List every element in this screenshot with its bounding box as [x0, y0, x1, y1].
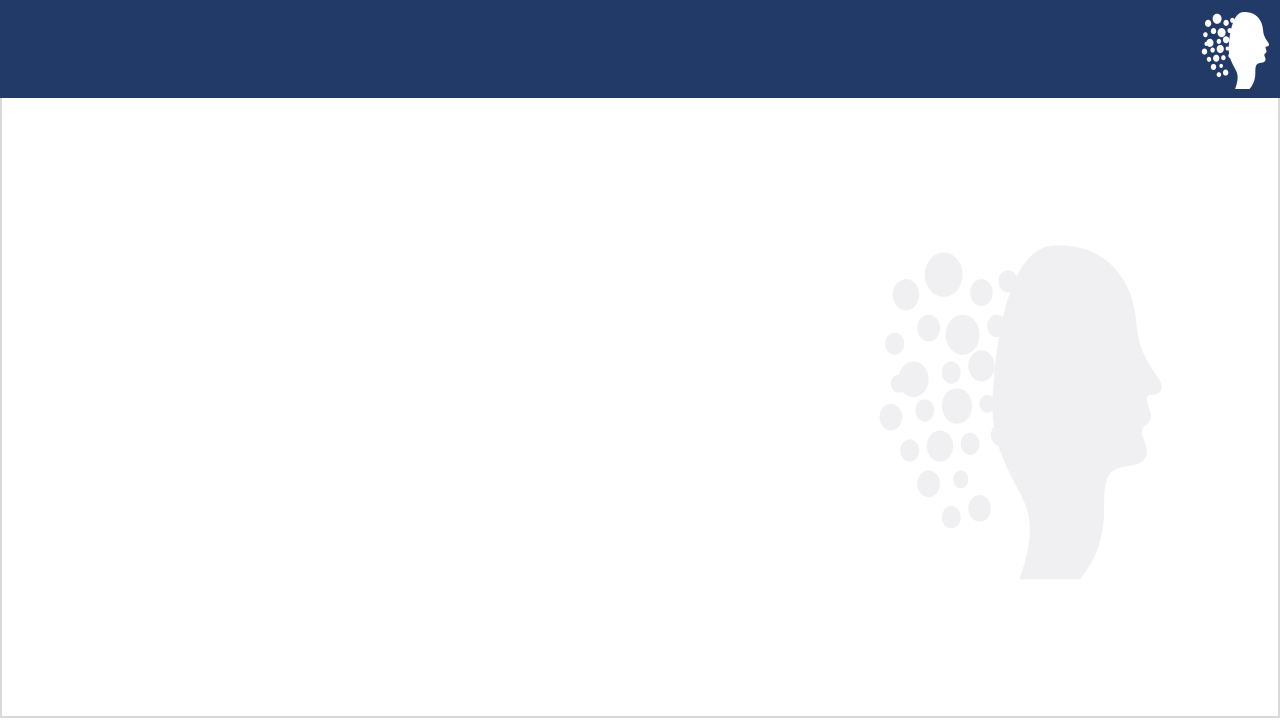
header	[0, 0, 1280, 98]
figure-border	[0, 98, 1280, 718]
wiseguy-head-watermark	[872, 228, 1174, 584]
wiseguy-logo	[1196, 0, 1272, 98]
wiseguy-head-icon	[1200, 8, 1272, 90]
